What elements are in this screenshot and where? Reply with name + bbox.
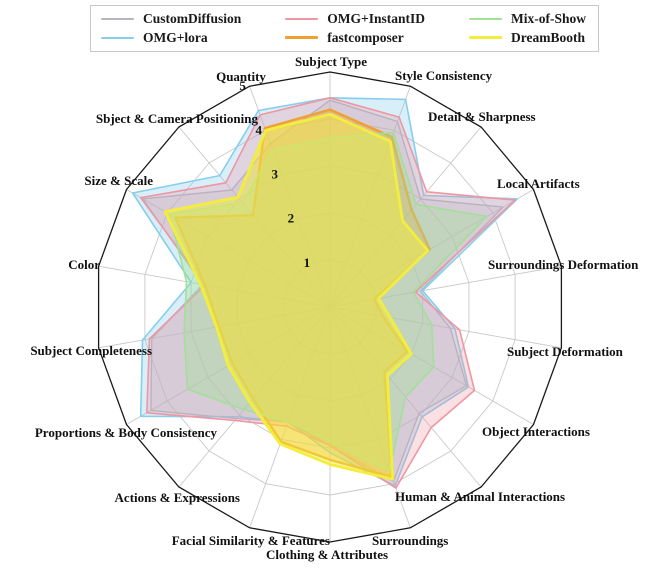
axis-label-subject-completeness: Subject Completeness bbox=[30, 343, 152, 358]
axis-label-subject-deformation: Subject Deformation bbox=[507, 344, 624, 359]
legend-label: OMG+InstantID bbox=[327, 11, 425, 26]
legend-line-swatch bbox=[468, 36, 502, 39]
axis-label-size-scale: Size & Scale bbox=[84, 173, 153, 188]
axis-label-subject-type: Subject Type bbox=[295, 54, 367, 69]
radial-tick-label: 1 bbox=[304, 255, 311, 270]
radial-tick-label: 3 bbox=[272, 167, 279, 182]
legend-line-swatch bbox=[101, 17, 134, 20]
legend-label: fastcomposer bbox=[327, 30, 404, 45]
radial-tick-label: 2 bbox=[288, 211, 295, 226]
axis-label-human-animal-interactions: Human & Animal Interactions bbox=[395, 489, 565, 504]
axis-label-surroundings-deformation: Surroundings Deformation bbox=[488, 257, 639, 272]
legend-line-swatch bbox=[285, 17, 319, 20]
outer-ring bbox=[97, 71, 563, 543]
axis-label-facial-similarity-features: Facial Similarity & Features bbox=[172, 533, 330, 548]
axis-label-sbject-camera-positioning: Sbject & Camera Positioning bbox=[96, 111, 259, 126]
legend-label: OMG+lora bbox=[143, 30, 208, 45]
axis-label-detail-sharpness: Detail & Sharpness bbox=[428, 109, 536, 124]
radial-tick-label: 4 bbox=[255, 122, 262, 137]
legend-item-dreambooth: DreamBooth bbox=[468, 29, 586, 46]
legend-line-swatch bbox=[101, 36, 134, 39]
legend-item-customdiffusion: CustomDiffusion bbox=[101, 10, 241, 27]
axis-label-quantity: Quantity bbox=[216, 69, 266, 84]
legend-item-mix-of-show: Mix-of-Show bbox=[468, 10, 586, 27]
legend-item-omg-instantid: OMG+InstantID bbox=[285, 10, 425, 27]
series-polygon-dreambooth bbox=[163, 112, 430, 481]
axis-label-object-interactions: Object Interactions bbox=[482, 424, 590, 439]
legend-label: DreamBooth bbox=[510, 30, 585, 45]
legend-line-swatch bbox=[468, 17, 502, 20]
legend: CustomDiffusion OMG+InstantID Mix-of-Show O… bbox=[90, 5, 599, 52]
legend-line-swatch bbox=[285, 36, 319, 39]
axis-label-clothing-attributes: Clothing & Attributes bbox=[266, 547, 388, 562]
radial-tick-label: 5 bbox=[239, 78, 246, 93]
legend-label: CustomDiffusion bbox=[143, 11, 242, 26]
legend-item-fastcomposer: fastcomposer bbox=[285, 29, 425, 46]
legend-label: Mix-of-Show bbox=[510, 11, 586, 26]
legend-item-omg-lora: OMG+lora bbox=[101, 29, 241, 46]
axis-label-proportions-body-consistency: Proportions & Body Consistency bbox=[35, 425, 218, 440]
axis-label-surroundings: Surroundings bbox=[372, 533, 448, 548]
axis-label-color: Color bbox=[68, 257, 100, 272]
axis-label-style-consistency: Style Consistency bbox=[395, 68, 493, 83]
axis-label-actions-expressions: Actions & Expressions bbox=[115, 490, 240, 505]
axis-label-local-artifacts: Local Artifacts bbox=[497, 176, 580, 191]
